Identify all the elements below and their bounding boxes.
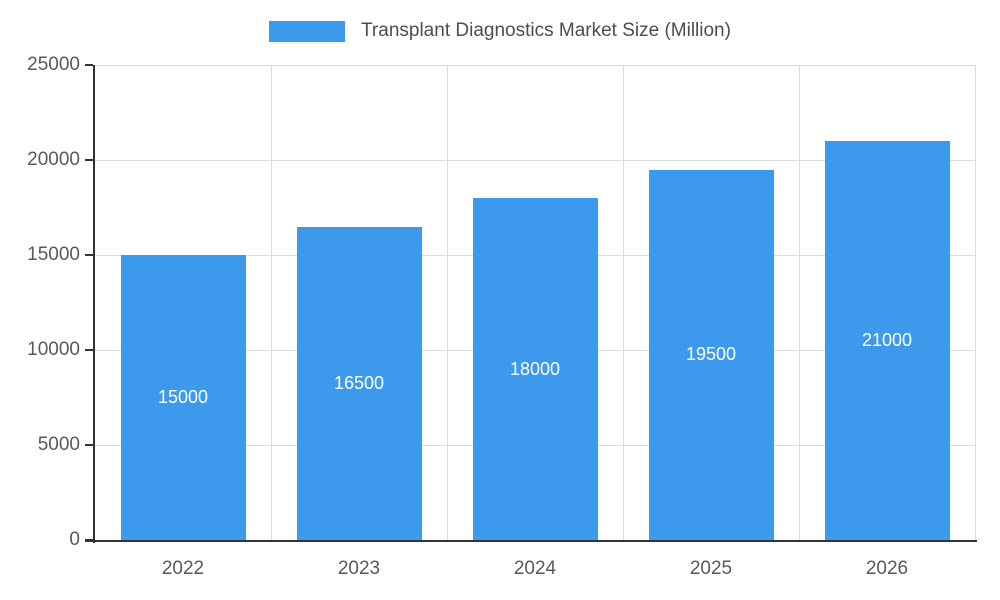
plot-area: 15000 16500 18000 19500 21000 [95,64,976,540]
gridline-vertical [974,65,976,540]
y-tick-label: 5000 [37,434,80,455]
gridline-horizontal [95,64,975,66]
bar-value-label: 16500 [333,372,385,393]
y-tick-label: 0 [69,529,80,550]
chart-legend: Transplant Diagnostics Market Size (Mill… [0,20,1000,42]
y-tick-label: 15000 [27,244,80,265]
x-axis-line [85,540,977,542]
x-tick-label: 2024 [513,558,557,579]
bar-value-label: 21000 [861,330,913,350]
chart-title: Transplant Diagnostics Market Size (Mill… [361,20,731,41]
gridline-vertical [446,65,448,540]
gridline-vertical [270,65,272,540]
y-tick-label: 25000 [27,54,80,75]
y-axis-line [93,65,95,543]
bar-2024: 18000 [472,198,598,540]
gridline-vertical [798,65,800,540]
y-axis-tick [85,444,93,446]
y-axis-tick [85,64,93,66]
x-tick-label: 2022 [161,558,205,579]
bar-value-label: 18000 [509,358,561,379]
bar-2026: 21000 [824,141,950,540]
y-axis-tick [85,349,93,351]
x-tick-label: 2026 [865,558,909,579]
bar-2025: 19500 [648,169,774,540]
x-tick-label: 2025 [689,558,733,579]
y-axis-tick [85,539,93,541]
bar-value-label: 15000 [157,387,209,407]
y-axis-tick [85,159,93,161]
bar-2023: 16500 [296,226,422,540]
y-tick-label: 10000 [27,339,80,360]
bar-value-label: 19500 [685,344,737,365]
y-axis-tick [85,254,93,256]
gridline-vertical [622,65,624,540]
legend-swatch [269,20,346,42]
y-tick-label: 20000 [27,149,80,170]
x-tick-label: 2023 [337,558,381,579]
gridline-horizontal [95,159,975,161]
bar-2022: 15000 [120,255,246,540]
